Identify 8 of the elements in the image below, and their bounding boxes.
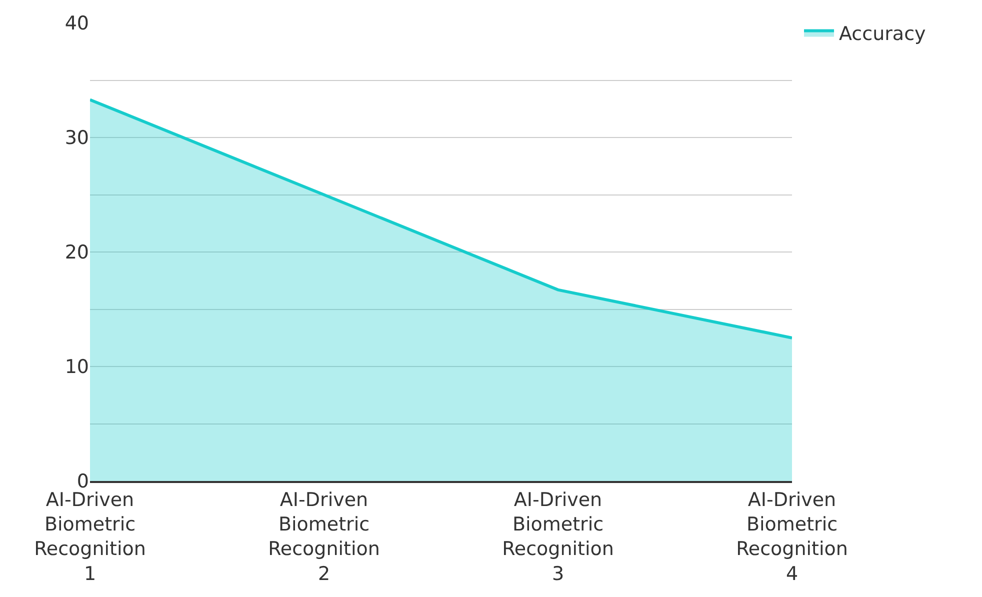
x-tick-label: AI-Driven Biometric Recognition 3 <box>502 488 614 585</box>
x-tick-label: AI-Driven Biometric Recognition 4 <box>736 488 848 585</box>
y-tick-label: 20 <box>64 242 89 264</box>
y-tick-label: 40 <box>64 12 89 35</box>
y-tick-label: 10 <box>64 356 89 378</box>
x-tick-label: AI-Driven Biometric Recognition 2 <box>268 488 380 585</box>
legend-label: Accuracy <box>839 23 926 46</box>
y-tick-label: 30 <box>64 127 89 150</box>
